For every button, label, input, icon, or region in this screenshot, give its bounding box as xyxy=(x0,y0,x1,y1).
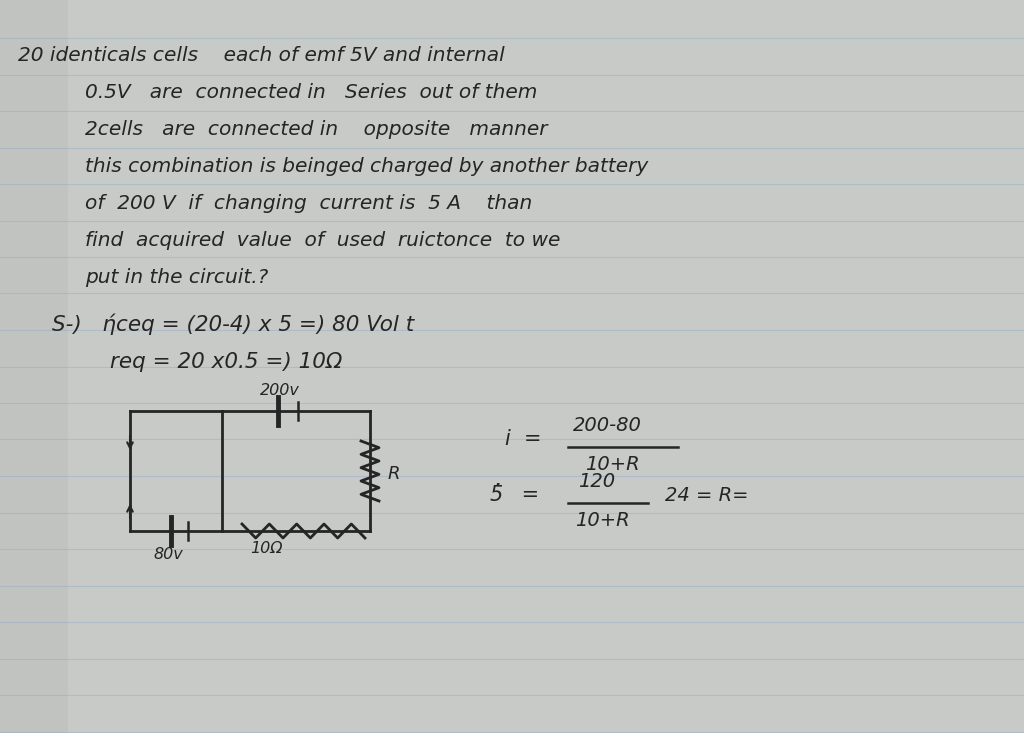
Text: 10Ω: 10Ω xyxy=(250,541,283,556)
Text: of  200 V  if  changing  current is  5 A    than: of 200 V if changing current is 5 A than xyxy=(85,194,532,213)
Text: 80v: 80v xyxy=(153,547,182,562)
Text: 10+R: 10+R xyxy=(575,511,630,530)
Text: 5: 5 xyxy=(490,485,503,505)
Text: =: = xyxy=(515,485,539,505)
Text: 20 identicals cells    each of emf 5V and internal: 20 identicals cells each of emf 5V and i… xyxy=(18,46,505,65)
Text: 120: 120 xyxy=(578,472,615,491)
Text: 10+R: 10+R xyxy=(585,455,640,474)
Text: S-)   ήceq = (20-4) x 5 =) 80 Vol t: S-) ήceq = (20-4) x 5 =) 80 Vol t xyxy=(52,314,414,335)
Text: .: . xyxy=(495,467,503,491)
Text: 24 = R=: 24 = R= xyxy=(665,486,749,505)
Text: 200-80: 200-80 xyxy=(573,416,642,435)
Text: 2cells   are  connected in    opposite   manner: 2cells are connected in opposite manner xyxy=(85,120,548,139)
Text: R: R xyxy=(388,465,400,483)
Text: put in the circuit.?: put in the circuit.? xyxy=(85,268,268,287)
Text: 0.5V   are  connected in   Series  out of them: 0.5V are connected in Series out of them xyxy=(85,83,538,102)
Text: req = 20 x0.5 =) 10Ω: req = 20 x0.5 =) 10Ω xyxy=(110,352,342,372)
Text: find  acquired  value  of  used  ruictonce  to we: find acquired value of used ruictonce to… xyxy=(85,231,560,250)
Bar xyxy=(0,0,69,733)
Text: this combination is beinged charged by another battery: this combination is beinged charged by a… xyxy=(85,157,648,176)
Text: i  =: i = xyxy=(505,429,542,449)
Text: 200v: 200v xyxy=(260,383,300,398)
